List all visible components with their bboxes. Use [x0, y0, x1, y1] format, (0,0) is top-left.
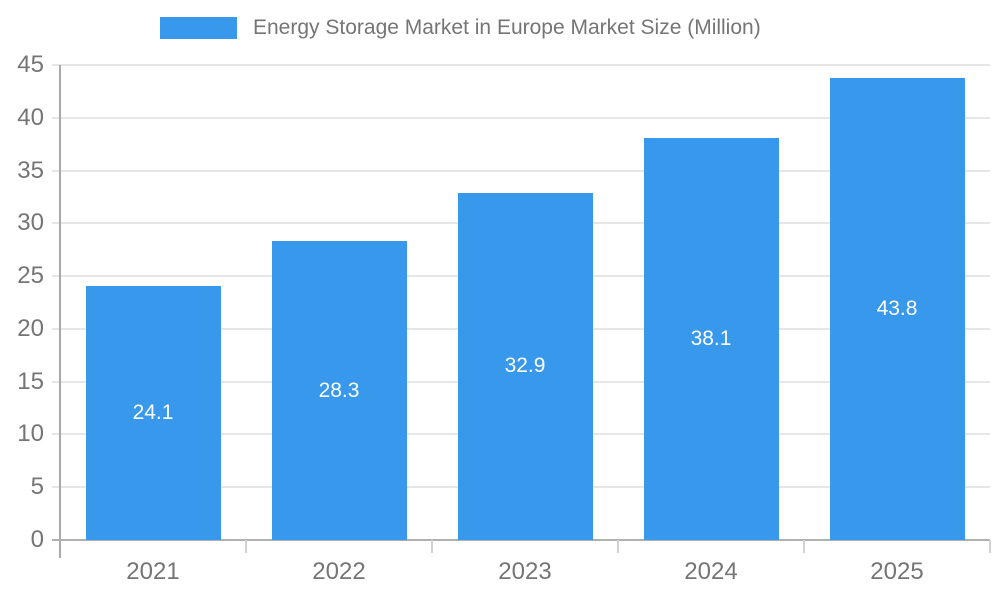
- bar-2025[interactable]: [829, 77, 965, 540]
- y-axis-tick-label: 5: [30, 473, 44, 501]
- gridline: [52, 64, 990, 66]
- x-axis-line: [52, 539, 990, 541]
- legend[interactable]: Energy Storage Market in Europe Market S…: [160, 16, 761, 40]
- y-axis-tick-label: 45: [17, 51, 44, 78]
- x-axis-tick: [803, 540, 805, 553]
- bar-2021[interactable]: [85, 285, 221, 540]
- y-axis-tick-label: 25: [17, 262, 44, 290]
- bar-value-label: 32.9: [504, 354, 546, 378]
- x-axis-tick: [617, 540, 619, 553]
- bar-value-label: 24.1: [132, 400, 174, 424]
- y-axis-tick-label: 10: [17, 420, 44, 448]
- y-axis-tick-label: 15: [17, 367, 44, 395]
- x-axis-tick: [989, 540, 991, 553]
- gridline: [52, 169, 990, 172]
- x-axis-category-label: 2021: [126, 558, 180, 585]
- y-axis-line: [59, 65, 61, 558]
- y-axis-tick-label: 0: [30, 526, 44, 553]
- bar-2022[interactable]: [271, 241, 407, 540]
- bar-2024[interactable]: [643, 137, 779, 540]
- bar-value-label: 28.3: [318, 378, 360, 402]
- x-axis-tick: [245, 540, 247, 553]
- y-axis-tick-label: 35: [17, 156, 44, 184]
- y-axis-tick-label: 40: [17, 103, 44, 131]
- bar-value-label: 38.1: [690, 326, 732, 350]
- x-axis-tick: [431, 540, 433, 553]
- x-axis-category-label: 2024: [684, 558, 738, 585]
- x-axis-category-label: 2023: [498, 558, 552, 585]
- y-axis-tick-label: 30: [17, 209, 44, 237]
- gridline: [52, 116, 990, 119]
- x-axis-category-label: 2022: [312, 558, 366, 585]
- x-axis-category-label: 2025: [870, 558, 924, 585]
- bar-value-label: 43.8: [876, 296, 918, 320]
- legend-label: Energy Storage Market in Europe Market S…: [253, 16, 761, 39]
- legend-swatch: [160, 17, 237, 39]
- y-axis-tick-label: 20: [17, 314, 44, 342]
- bar-2023[interactable]: [457, 192, 593, 540]
